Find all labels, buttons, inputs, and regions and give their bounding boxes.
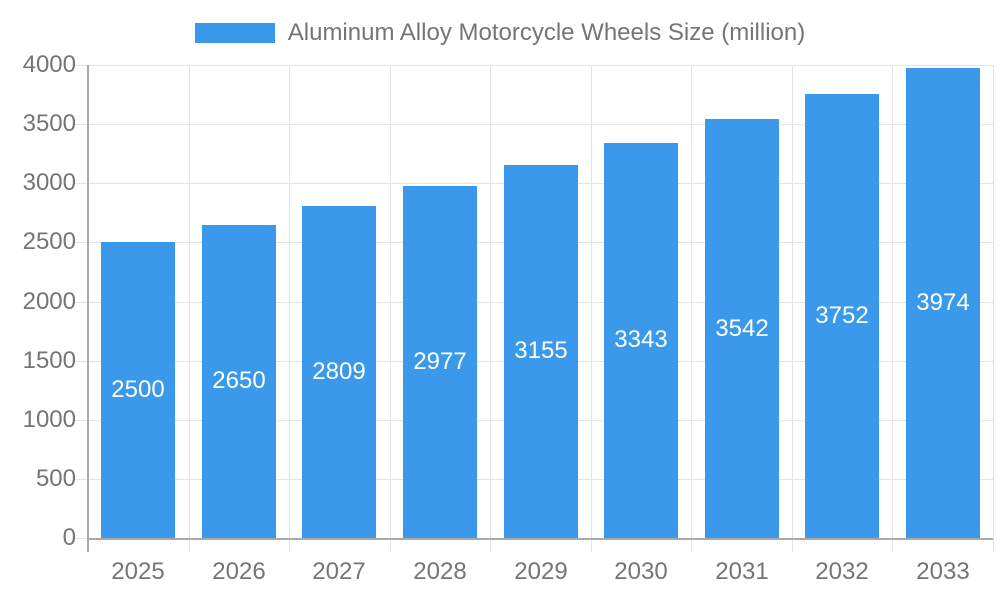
x-axis-tick — [189, 538, 190, 552]
x-axis-tick — [591, 538, 592, 552]
y-axis-tick-label: 3500 — [22, 110, 76, 137]
x-axis-tick — [993, 538, 994, 552]
bar — [403, 186, 477, 538]
y-axis-tick-label: 4000 — [22, 51, 76, 78]
bar — [705, 119, 779, 538]
x-gridline — [993, 65, 994, 538]
y-axis-tick — [74, 124, 88, 125]
bar — [302, 206, 376, 538]
y-axis-tick — [74, 65, 88, 66]
x-axis-tick — [289, 538, 290, 552]
x-axis-tick-label: 2031 — [715, 558, 769, 585]
legend-label: Aluminum Alloy Motorcycle Wheels Size (m… — [287, 19, 806, 46]
bar — [805, 94, 879, 538]
x-gridline — [289, 65, 290, 538]
x-axis-tick-label: 2027 — [312, 558, 366, 585]
y-axis-tick — [74, 242, 88, 243]
x-gridline — [591, 65, 592, 538]
y-gridline — [88, 65, 993, 66]
y-axis-tick-label: 1000 — [22, 406, 76, 433]
y-axis-tick — [74, 361, 88, 362]
x-axis-tick — [390, 538, 391, 552]
y-axis-tick — [74, 538, 88, 539]
bar — [906, 68, 980, 538]
x-axis-tick — [892, 538, 893, 552]
x-axis-tick-label: 2028 — [413, 558, 467, 585]
bar — [101, 242, 175, 538]
y-axis-tick — [74, 479, 88, 480]
x-axis-tick-label: 2030 — [614, 558, 668, 585]
x-axis-tick — [792, 538, 793, 552]
y-axis-tick-label: 0 — [62, 524, 76, 551]
y-axis-tick — [74, 420, 88, 421]
legend-swatch-icon — [194, 23, 275, 43]
y-axis-line — [87, 65, 89, 552]
x-axis-tick-label: 2033 — [916, 558, 970, 585]
y-axis-tick-label: 500 — [35, 465, 76, 492]
bar-value-label: 3343 — [614, 326, 668, 353]
y-gridline — [88, 124, 993, 125]
bar — [202, 225, 276, 538]
x-axis-tick-label: 2025 — [111, 558, 165, 585]
bar-value-label: 3542 — [715, 315, 769, 342]
y-axis-tick — [74, 183, 88, 184]
y-axis-tick-label: 2000 — [22, 288, 76, 315]
legend: Aluminum Alloy Motorcycle Wheels Size (m… — [0, 20, 1000, 46]
x-gridline — [792, 65, 793, 538]
y-axis-tick-label: 1500 — [22, 347, 76, 374]
x-gridline — [189, 65, 190, 538]
bar-value-label: 3752 — [815, 302, 869, 329]
bar-value-label: 3155 — [514, 337, 568, 364]
x-gridline — [892, 65, 893, 538]
x-gridline — [390, 65, 391, 538]
x-axis-tick — [490, 538, 491, 552]
bar — [604, 143, 678, 538]
x-gridline — [691, 65, 692, 538]
y-axis-tick-label: 2500 — [22, 228, 76, 255]
x-axis-tick-label: 2032 — [815, 558, 869, 585]
bar-value-label: 2650 — [212, 367, 266, 394]
x-axis-tick-label: 2026 — [212, 558, 266, 585]
x-axis-tick-label: 2029 — [514, 558, 568, 585]
bar-value-label: 3974 — [916, 289, 970, 316]
x-axis-tick — [691, 538, 692, 552]
x-gridline — [490, 65, 491, 538]
bar — [504, 165, 578, 538]
bar-value-label: 2500 — [111, 376, 165, 403]
y-axis-tick — [74, 302, 88, 303]
bar-value-label: 2977 — [413, 348, 467, 375]
bar-value-label: 2809 — [312, 358, 366, 385]
x-axis-line — [88, 538, 993, 540]
legend-item[interactable]: Aluminum Alloy Motorcycle Wheels Size (m… — [194, 19, 806, 46]
y-axis-tick-label: 3000 — [22, 169, 76, 196]
